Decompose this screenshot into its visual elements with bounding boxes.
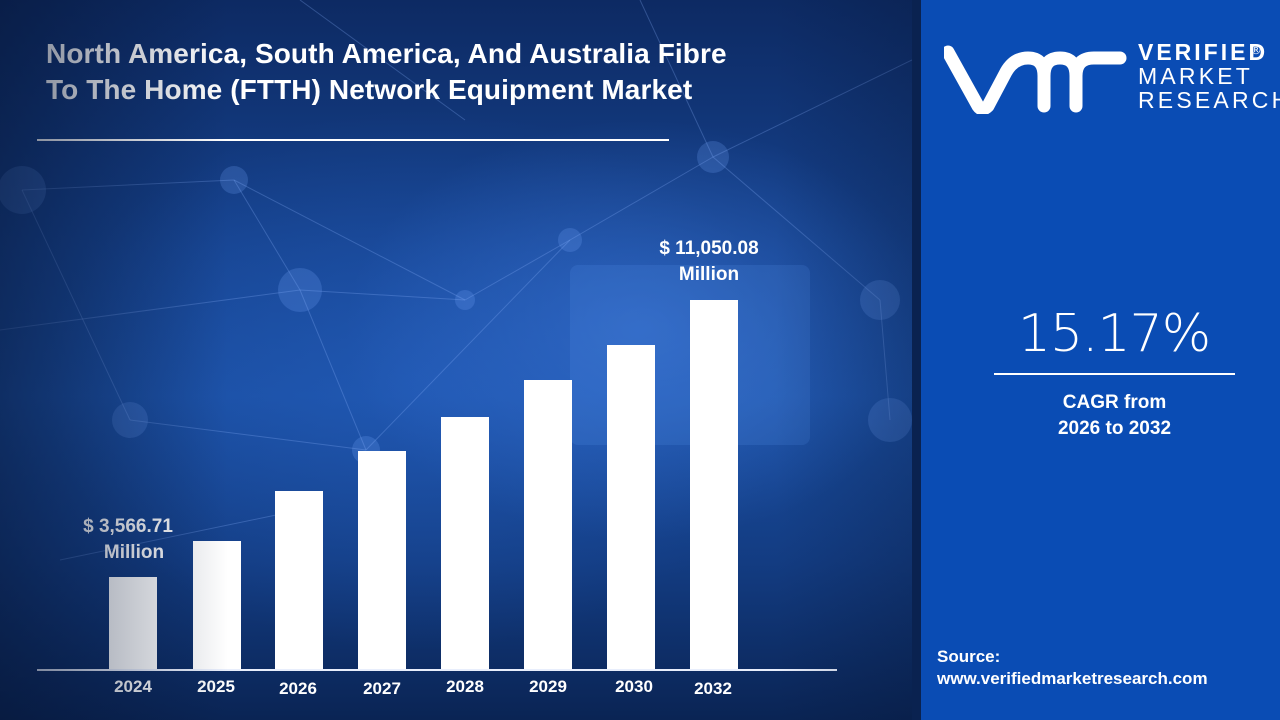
- end-value-label: $ 11,050.08 Million: [634, 236, 784, 288]
- bar-chart: 2024 2025 2026 2027 2028 2029 2030 2032 …: [37, 236, 837, 698]
- source-url[interactable]: www.verifiedmarketresearch.com: [937, 669, 1208, 688]
- end-value-amount: $ 11,050.08: [659, 238, 759, 259]
- chart-title: North America, South America, And Austra…: [46, 36, 866, 108]
- x-tick-label: 2025: [197, 677, 235, 696]
- brand-line-3: RESEARCH: [1138, 87, 1280, 113]
- bar-2030: [607, 345, 655, 669]
- x-tick-label: 2029: [529, 677, 567, 696]
- cagr-value: 15.17%: [1017, 304, 1211, 364]
- cagr-caption-line-1: CAGR from: [1062, 392, 1167, 413]
- bar-2026: [275, 491, 323, 669]
- chart-panel: North America, South America, And Austra…: [0, 0, 912, 720]
- vmr-logo-icon: [944, 45, 1127, 114]
- x-tick-label: 2030: [615, 677, 653, 696]
- cagr-divider: [994, 373, 1235, 375]
- bar-2029: [524, 380, 572, 669]
- registered-mark: ®: [1250, 43, 1262, 57]
- x-tick-label: 2028: [446, 677, 484, 696]
- source-block: Source: www.verifiedmarketresearch.com: [937, 646, 1277, 690]
- panel-divider: [912, 0, 921, 720]
- bar-2032: [690, 300, 738, 669]
- brand-logo: VERIFIED MARKET RESEARCH: [944, 40, 1280, 116]
- start-value-unit: Million: [103, 542, 165, 563]
- title-underline: [37, 139, 669, 141]
- cagr-caption: CAGR from 2026 to 2032: [994, 390, 1235, 442]
- source-label: Source:: [937, 647, 1001, 666]
- x-tick-label: 2032: [694, 679, 732, 698]
- chart-title-line-1: North America, South America, And Austra…: [46, 38, 727, 69]
- bar-2027: [358, 451, 406, 669]
- x-tick-label: 2026: [279, 679, 317, 698]
- info-panel: [921, 0, 1280, 720]
- bar-2028: [441, 417, 489, 669]
- cagr-caption-line-2: 2026 to 2032: [1057, 418, 1172, 439]
- start-value-amount: $ 3,566.71: [83, 516, 173, 537]
- brand-wordmark: VERIFIED MARKET RESEARCH: [1138, 40, 1280, 112]
- chart-title-line-2: To The Home (FTTH) Network Equipment Mar…: [46, 74, 693, 105]
- bar-2025: [193, 541, 241, 669]
- start-value-label: $ 3,566.71 Million: [53, 514, 203, 566]
- end-value-unit: Million: [678, 264, 740, 285]
- x-tick-label: 2027: [363, 679, 401, 698]
- brand-line-2: MARKET: [1138, 63, 1254, 89]
- bar-2024: [109, 577, 157, 669]
- x-tick-label: 2024: [114, 677, 152, 696]
- brand-line-1: VERIFIED: [1138, 39, 1269, 65]
- x-axis-line: [37, 669, 837, 671]
